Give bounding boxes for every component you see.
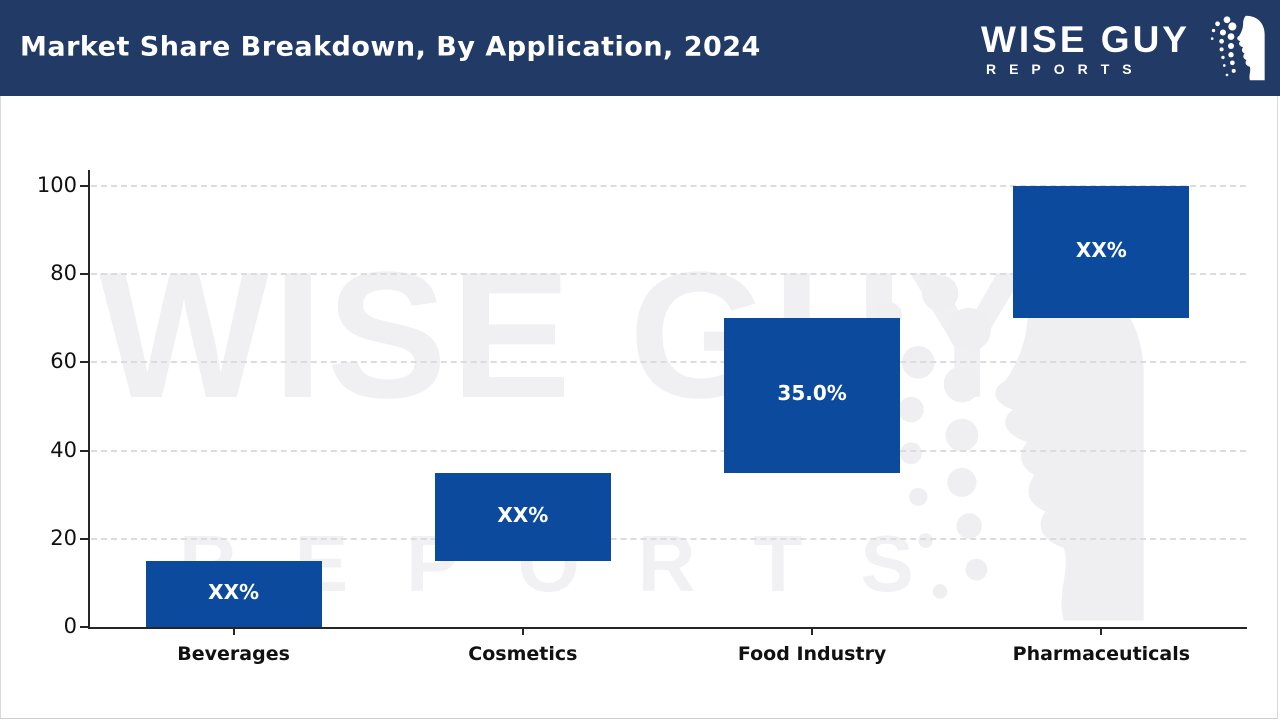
logo-wiseguy-text: WISE GUY — [980, 18, 1190, 60]
y-tick-80 — [80, 273, 89, 276]
bar-food-industry — [724, 318, 901, 473]
y-tick-0 — [80, 626, 89, 628]
x-axis-label-food-industry: Food Industry — [737, 643, 887, 665]
y-tick-label: 0 — [63, 614, 77, 638]
bar-label-food-industry: 35.0% — [777, 381, 847, 406]
y-tick-label: 20 — [50, 525, 77, 550]
face-profile-icon — [1210, 15, 1265, 81]
gridline-100 — [91, 185, 1246, 187]
x-tick-cosmetics — [521, 627, 524, 635]
brand-logo-text: WISE GUY REPORTS — [981, 21, 1190, 76]
brand-logo: WISE GUY REPORTS — [981, 6, 1266, 90]
plot-area: 0 20 40 60 80 100 XX% Beverages XX% Cosmetics 35.0… — [1, 96, 1277, 718]
y-axis — [88, 170, 90, 627]
chart-area: WISE GUY REPORTS 0 20 40 60 80 100 XX% Beverage… — [0, 96, 1278, 719]
header-bar: Market Share Breakdown, By Application, … — [0, 0, 1280, 96]
y-tick-100 — [80, 185, 89, 187]
y-tick-label: 40 — [50, 437, 77, 462]
gridline-80 — [91, 273, 1246, 276]
y-tick-60 — [80, 361, 89, 364]
y-tick-label: 100 — [36, 173, 77, 197]
y-tick-label: 80 — [50, 261, 77, 286]
bar-label-beverages: XX% — [208, 579, 260, 604]
y-tick-20 — [80, 537, 89, 540]
gridline-40 — [91, 449, 1246, 452]
y-tick-label: 60 — [50, 349, 77, 374]
x-axis-label-beverages: Beverages — [177, 643, 290, 665]
gridline-60 — [91, 361, 1246, 364]
bar-beverages — [145, 560, 322, 627]
bar-cosmetics — [434, 472, 611, 561]
x-axis-label-pharmaceuticals: Pharmaceuticals — [1012, 643, 1191, 665]
x-tick-pharmaceuticals — [1100, 627, 1103, 635]
x-axis-label-cosmetics: Cosmetics — [468, 643, 578, 665]
bar-label-pharmaceuticals: XX% — [1075, 238, 1127, 263]
gridline-20 — [91, 537, 1246, 540]
logo-reports-text: REPORTS — [985, 60, 1145, 77]
x-tick-food-industry — [811, 627, 814, 635]
bar-label-cosmetics: XX% — [497, 502, 549, 527]
y-tick-40 — [80, 449, 89, 452]
bar-pharmaceuticals — [1013, 186, 1190, 319]
x-tick-beverages — [232, 627, 235, 635]
chart-title: Market Share Breakdown, By Application, … — [20, 31, 761, 63]
x-axis — [88, 627, 1247, 629]
